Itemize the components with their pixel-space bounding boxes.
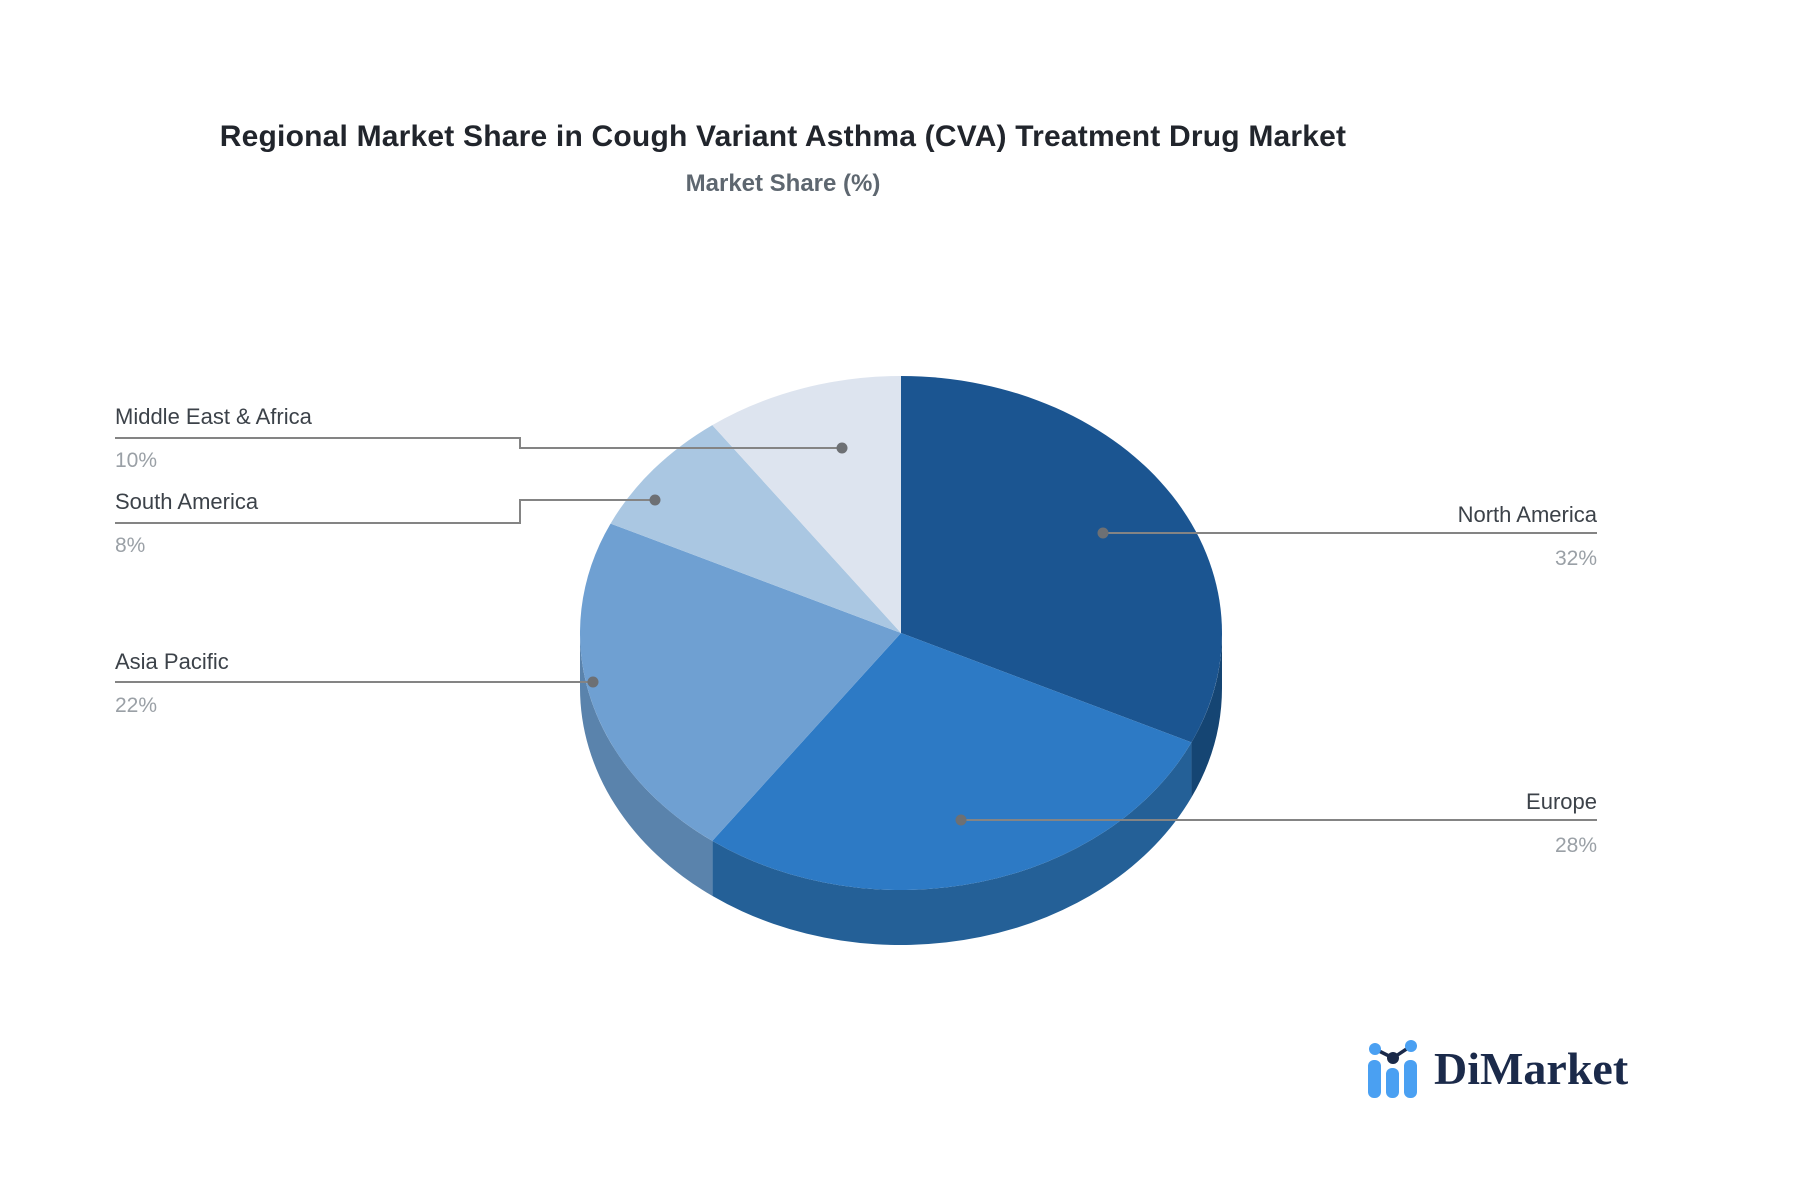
callout-label: Middle East & Africa	[115, 404, 312, 429]
bar-line-chart-icon	[1368, 1040, 1417, 1098]
callout-europe: Europe 28%	[1526, 788, 1597, 859]
pie-slice-side	[712, 742, 1192, 945]
connector-line	[115, 437, 842, 449]
callout-label: Europe	[1526, 789, 1597, 814]
callout-north-america: North America 32%	[1458, 501, 1597, 572]
pie-slice-middle-east-africa[interactable]	[712, 376, 901, 633]
logo-text: DiMarket	[1434, 1043, 1629, 1094]
chart-subtitle: Market Share (%)	[685, 170, 881, 197]
callout-value: 22%	[115, 694, 158, 717]
pie-slice-north-america[interactable]	[901, 376, 1222, 743]
connector-dot	[1097, 527, 1109, 539]
connector-dot	[649, 494, 661, 506]
callout-value: 28%	[1554, 834, 1597, 857]
callout-label: South America	[115, 489, 259, 514]
label-connector-lines	[115, 437, 1597, 826]
pie-3d-sides	[580, 633, 1222, 945]
pie-slice-asia-pacific[interactable]	[580, 523, 901, 841]
pie-top-surface	[580, 376, 1222, 890]
connector-line	[115, 499, 655, 524]
connector-dot	[955, 814, 967, 826]
connector-dot	[836, 442, 848, 454]
chart-title: Regional Market Share in Cough Variant A…	[219, 120, 1347, 153]
callout-value: 10%	[115, 449, 158, 472]
dimarket-logo: DiMarket	[1366, 1040, 1628, 1098]
pie-slice-south-america[interactable]	[610, 425, 901, 633]
callout-label: North America	[1457, 502, 1597, 527]
callout-value: 32%	[1554, 547, 1597, 570]
callout-middle-east-africa: Middle East & Africa 10%	[115, 403, 312, 474]
callout-value: 8%	[115, 534, 146, 557]
pie-slice-europe[interactable]	[712, 633, 1192, 890]
connector-dot	[587, 676, 599, 688]
pie-slice-side	[1191, 633, 1222, 798]
pie-slice-side	[580, 633, 713, 896]
callout-asia-pacific: Asia Pacific 22%	[115, 648, 229, 719]
callout-south-america: South America 8%	[115, 488, 258, 559]
callout-label: Asia Pacific	[115, 649, 229, 674]
